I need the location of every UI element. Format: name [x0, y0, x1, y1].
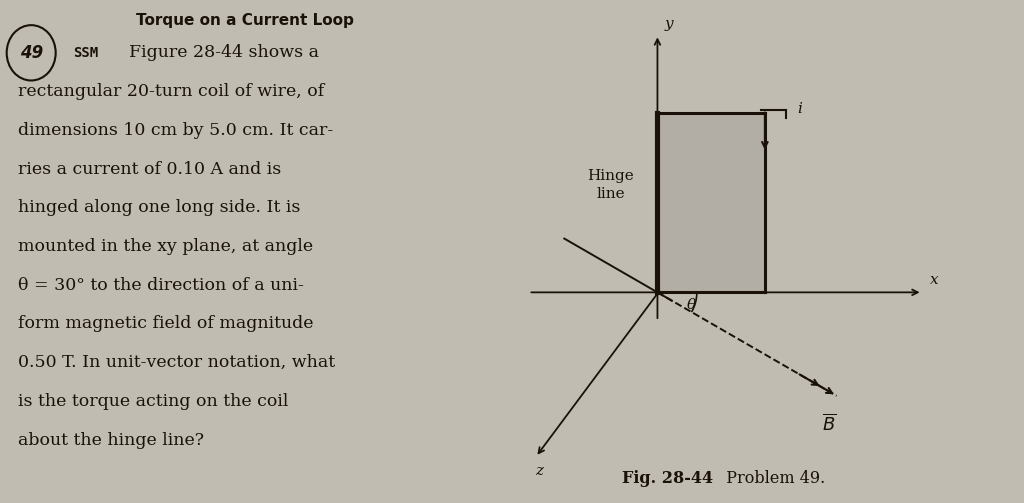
Text: is the torque acting on the coil: is the torque acting on the coil: [17, 393, 288, 410]
Text: 49: 49: [19, 44, 43, 62]
Text: y: y: [665, 17, 673, 31]
Text: $\overline{B}$: $\overline{B}$: [822, 413, 837, 435]
Text: SSM: SSM: [74, 46, 98, 60]
Text: rectangular 20-turn coil of wire, of: rectangular 20-turn coil of wire, of: [17, 83, 324, 100]
Text: form magnetic field of magnitude: form magnetic field of magnitude: [17, 315, 313, 332]
Text: Fig. 28-44: Fig. 28-44: [622, 470, 713, 487]
Text: θ = 30° to the direction of a uni-: θ = 30° to the direction of a uni-: [17, 277, 304, 294]
Text: Hinge
line: Hinge line: [588, 169, 634, 201]
Text: Torque on a Current Loop: Torque on a Current Loop: [136, 13, 354, 28]
Text: x: x: [930, 273, 938, 287]
Text: about the hinge line?: about the hinge line?: [17, 432, 204, 449]
Text: 0.50 T. In unit-vector notation, what: 0.50 T. In unit-vector notation, what: [17, 354, 335, 371]
Text: Problem 49.: Problem 49.: [716, 470, 825, 487]
Text: hinged along one long side. It is: hinged along one long side. It is: [17, 199, 300, 216]
Text: ries a current of 0.10 A and is: ries a current of 0.10 A and is: [17, 160, 281, 178]
Text: θ: θ: [687, 298, 696, 312]
Text: Figure 28-44 shows a: Figure 28-44 shows a: [129, 44, 319, 61]
Text: z: z: [536, 464, 544, 478]
Polygon shape: [657, 113, 765, 292]
Text: dimensions 10 cm by 5.0 cm. It car-: dimensions 10 cm by 5.0 cm. It car-: [17, 122, 333, 139]
Text: mounted in the xy plane, at angle: mounted in the xy plane, at angle: [17, 238, 313, 255]
Text: i: i: [797, 102, 802, 116]
